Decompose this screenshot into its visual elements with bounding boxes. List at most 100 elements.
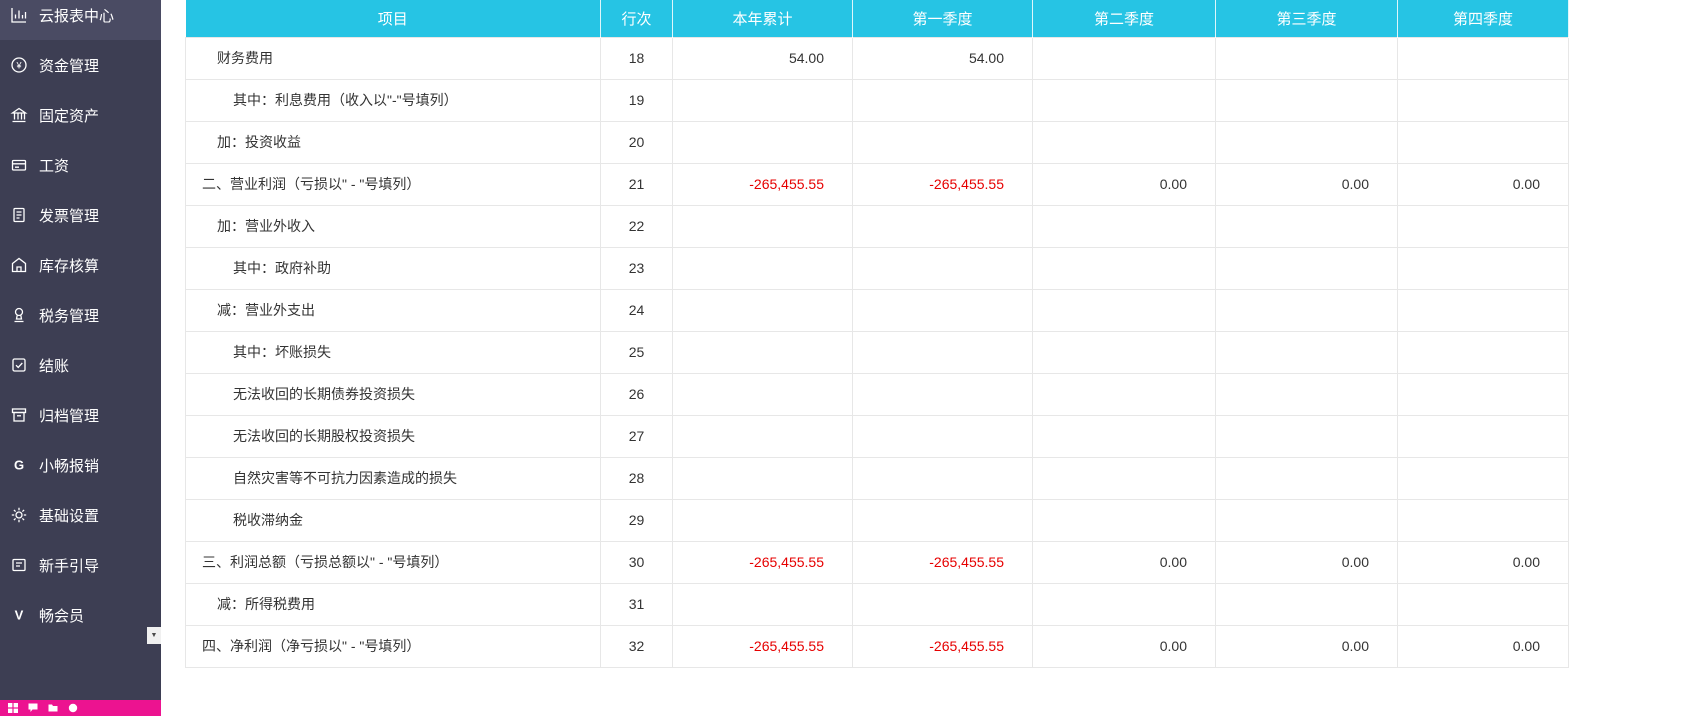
item-cell: 二、营业利润（亏损以" - "号填列） [185,162,601,206]
sidebar-scroll-down-button[interactable]: ▼ [147,627,161,644]
line-number-cell: 26 [600,372,673,416]
line-number-cell: 21 [600,162,673,206]
sidebar-item-cloud-report-center[interactable]: 云报表中心 [0,0,161,40]
header-row: 项目 行次 本年累计 第一季度 第二季度 第三季度 第四季度 [185,0,1569,37]
item-cell: 其中：坏账损失 [185,330,601,374]
table-row: 自然灾害等不可抗力因素造成的损失 28 [185,456,1569,500]
item-cell: 三、利润总额（亏损总额以" - "号填列） [185,540,601,584]
sidebar-item-salary[interactable]: 工资 [0,140,161,190]
sidebar-item-archive[interactable]: 归档管理 [0,390,161,440]
value-cell [672,372,853,416]
value-cell [1215,582,1398,626]
sidebar-item-tax[interactable]: 税务管理 [0,290,161,340]
value-cell: 54.00 [672,36,853,80]
item-cell: 无法收回的长期债券投资损失 [185,372,601,416]
value-cell [852,288,1033,332]
value-cell [852,330,1033,374]
value-cell [1215,204,1398,248]
column-header-q3: 第三季度 [1215,0,1398,37]
sidebar-item-reimburse[interactable]: G 小畅报销 [0,440,161,490]
value-cell: -265,455.55 [852,162,1033,206]
folder-icon[interactable] [48,703,58,713]
column-header-q2: 第二季度 [1032,0,1216,37]
item-cell: 加：营业外收入 [185,204,601,248]
sidebar-item-settings[interactable]: 基础设置 [0,490,161,540]
table-row: 加：营业外收入 22 [185,204,1569,248]
value-cell [1032,372,1216,416]
table-row: 二、营业利润（亏损以" - "号填列） 21 -265,455.55 -265,455… [185,162,1569,206]
value-cell [1397,582,1569,626]
value-cell [1032,288,1216,332]
value-cell: 0.00 [1397,162,1569,206]
table-row: 财务费用 18 54.00 54.00 [185,36,1569,80]
value-cell [1215,288,1398,332]
sidebar-item-member[interactable]: V 畅会员 [0,590,161,640]
value-cell: -265,455.55 [672,624,853,668]
gear-icon [10,506,28,524]
value-cell [1215,120,1398,164]
line-number-cell: 31 [600,582,673,626]
value-cell [852,498,1033,542]
line-number-cell: 23 [600,246,673,290]
line-number-cell: 19 [600,78,673,122]
value-cell: 0.00 [1032,624,1216,668]
table-row: 其中：坏账损失 25 [185,330,1569,374]
report-area: 项目 行次 本年累计 第一季度 第二季度 第三季度 第四季度 财务费用 18 54.… [185,0,1569,668]
sidebar-item-label: 发票管理 [39,207,100,225]
value-cell [1215,78,1398,122]
value-cell [672,456,853,500]
value-cell [1215,498,1398,542]
table-row: 税收滞纳金 29 [185,498,1569,542]
sidebar-item-invoice[interactable]: 发票管理 [0,190,161,240]
salary-icon [10,156,28,174]
value-cell [852,78,1033,122]
archive-icon [10,406,28,424]
value-cell: 54.00 [852,36,1033,80]
line-number-cell: 20 [600,120,673,164]
windows-start-icon[interactable] [8,703,18,713]
value-cell [672,498,853,542]
item-cell: 自然灾害等不可抗力因素造成的损失 [185,456,601,500]
table-row: 其中：利息费用（收入以"-"号填列） 19 [185,78,1569,122]
sidebar-item-label: 结账 [39,357,70,375]
guide-icon [10,556,28,574]
value-cell [852,456,1033,500]
value-cell [1397,288,1569,332]
value-cell [852,372,1033,416]
value-cell [1397,456,1569,500]
value-cell [1397,120,1569,164]
value-cell: 0.00 [1215,624,1398,668]
value-cell [672,78,853,122]
value-cell [672,288,853,332]
value-cell [1032,120,1216,164]
line-number-cell: 29 [600,498,673,542]
value-cell [672,582,853,626]
value-cell [1215,330,1398,374]
value-cell: 0.00 [1215,540,1398,584]
value-cell [1032,456,1216,500]
sidebar-item-inventory[interactable]: 库存核算 [0,240,161,290]
value-cell: -265,455.55 [852,540,1033,584]
value-cell [1397,372,1569,416]
sidebar-item-guide[interactable]: 新手引导 [0,540,161,590]
column-header-line: 行次 [600,0,673,37]
sidebar: 云报表中心 ¥ 资金管理 固定资产 工资 [0,0,161,700]
svg-text:V: V [15,608,24,623]
sidebar-item-fixed-assets[interactable]: 固定资产 [0,90,161,140]
line-number-cell: 25 [600,330,673,374]
value-cell [672,414,853,458]
table-row: 无法收回的长期股权投资损失 27 [185,414,1569,458]
sidebar-item-label: 新手引导 [39,557,100,575]
chat-icon[interactable] [28,703,38,713]
svg-text:¥: ¥ [15,61,22,71]
chart-icon [10,6,28,24]
inventory-icon [10,256,28,274]
sidebar-item-closing[interactable]: 结账 [0,340,161,390]
sidebar-item-label: 小畅报销 [39,457,100,475]
value-cell [672,246,853,290]
sidebar-item-funds[interactable]: ¥ 资金管理 [0,40,161,90]
value-cell [852,246,1033,290]
item-cell: 无法收回的长期股权投资损失 [185,414,601,458]
value-cell [1397,78,1569,122]
browser-icon[interactable] [68,703,78,713]
